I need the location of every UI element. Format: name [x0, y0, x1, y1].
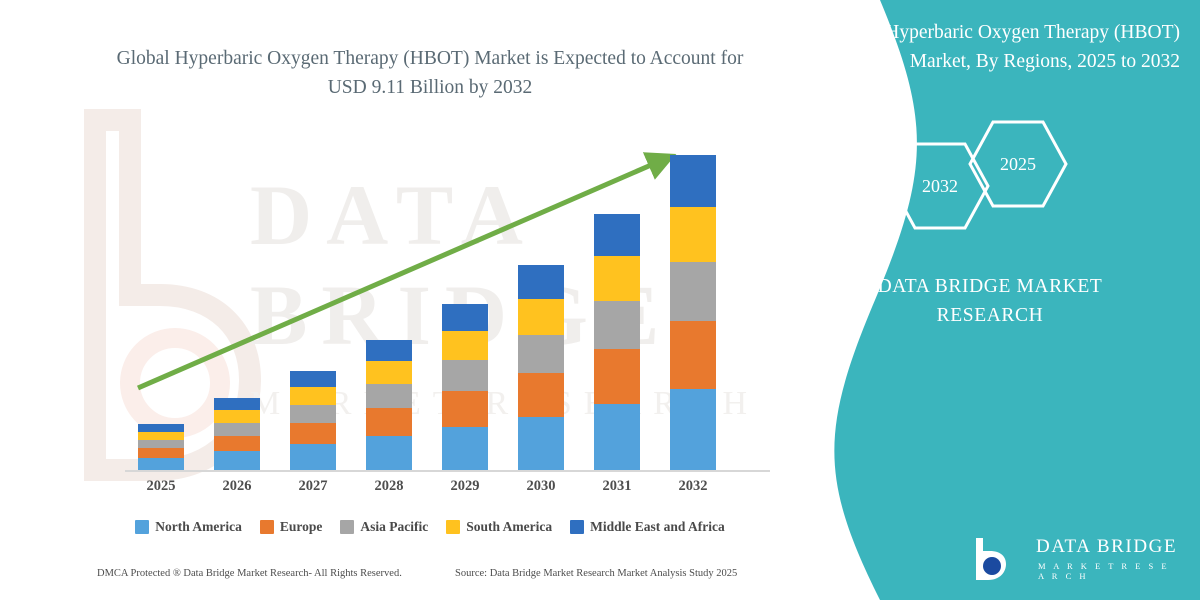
bar-group[interactable]	[366, 340, 412, 470]
bar-segment[interactable]	[670, 155, 716, 207]
bar-segment[interactable]	[138, 448, 184, 458]
right-panel-shape	[834, 0, 1200, 600]
data-bridge-logo: DATA BRIDGE M A R K E T R E S E A R C H	[958, 534, 1182, 586]
legend-item[interactable]: South America	[446, 519, 552, 535]
legend-swatch	[340, 520, 355, 534]
bar-segment[interactable]	[214, 410, 260, 423]
legend-label: North America	[155, 519, 242, 534]
right-panel-brand: DATA BRIDGE MARKET RESEARCH	[780, 272, 1200, 330]
right-panel: Global Hyperbaric Oxygen Therapy (HBOT) …	[780, 0, 1200, 600]
bar-segment[interactable]	[518, 299, 564, 335]
legend-label: Asia Pacific	[360, 519, 429, 534]
x-axis-tick-label: 2027	[298, 478, 328, 494]
bar-segment[interactable]	[670, 389, 716, 470]
x-axis-labels: 2025 2026 2027 2028 2029 2030 2031 2032	[80, 478, 780, 500]
bar-segment[interactable]	[670, 207, 716, 262]
legend-swatch	[446, 520, 461, 534]
bar-segment[interactable]	[518, 373, 564, 417]
x-axis-line	[125, 470, 770, 472]
legend-label: South America	[466, 519, 553, 534]
logo-tagline: M A R K E T R E S E A R C H	[1038, 561, 1170, 581]
bar-group[interactable]	[518, 265, 564, 470]
x-axis-tick-label: 2029	[450, 478, 480, 494]
bar-segment[interactable]	[138, 424, 184, 432]
bar-group[interactable]	[214, 398, 260, 470]
bar-segment[interactable]	[594, 256, 640, 301]
hexagon-group: 2032 2025	[880, 120, 1180, 230]
bar-segment[interactable]	[138, 432, 184, 440]
legend-label: Europe	[279, 519, 323, 534]
right-panel-title: Global Hyperbaric Oxygen Therapy (HBOT) …	[827, 22, 1180, 72]
bar-segment[interactable]	[518, 335, 564, 373]
x-axis-tick-label: 2030	[526, 478, 556, 494]
legend-item[interactable]: Middle East and Africa	[570, 519, 725, 535]
legend-item[interactable]: Europe	[259, 519, 323, 535]
x-axis-tick-label: 2028	[374, 478, 404, 494]
bar-segment[interactable]	[366, 408, 412, 436]
bar-segment[interactable]	[594, 301, 640, 349]
bar-segment[interactable]	[138, 458, 184, 470]
bar-segment[interactable]	[138, 440, 184, 448]
x-axis-tick-label: 2025	[146, 478, 176, 494]
bar-segment[interactable]	[442, 304, 488, 331]
hexagon-2032-label: 2032	[922, 175, 958, 196]
bar-group[interactable]	[442, 304, 488, 470]
x-axis-tick-label: 2026	[222, 478, 252, 494]
bar-segment[interactable]	[366, 436, 412, 470]
logo-name: DATA BRIDGE	[1036, 536, 1178, 557]
bar-series-container	[80, 130, 780, 470]
legend-item[interactable]: Asia Pacific	[340, 519, 428, 535]
bar-group[interactable]	[138, 424, 184, 470]
bar-segment[interactable]	[442, 427, 488, 470]
trend-arrow-icon	[137, 152, 677, 391]
footer-source: Source: Data Bridge Market Research Mark…	[455, 568, 738, 579]
brand-line-1: DATA BRIDGE MARKET	[877, 276, 1103, 297]
bar-segment[interactable]	[366, 340, 412, 361]
bar-segment[interactable]	[214, 436, 260, 451]
bar-segment[interactable]	[442, 391, 488, 427]
bar-segment[interactable]	[442, 331, 488, 360]
bar-segment[interactable]	[214, 423, 260, 436]
hexagon-2032: 2032	[890, 142, 990, 230]
x-axis-tick-label: 2032	[678, 478, 708, 494]
bar-segment[interactable]	[442, 360, 488, 391]
bar-group[interactable]	[290, 371, 336, 470]
page-title: Global Hyperbaric Oxygen Therapy (HBOT) …	[116, 48, 744, 98]
bar-segment[interactable]	[366, 361, 412, 384]
bar-segment[interactable]	[594, 214, 640, 256]
x-axis-tick-label: 2031	[602, 478, 632, 494]
legend-swatch	[259, 520, 274, 534]
footer-copyright: DMCA Protected ® Data Bridge Market Rese…	[97, 568, 402, 579]
bar-group[interactable]	[594, 214, 640, 470]
chart-plot-area	[80, 130, 780, 472]
bar-segment[interactable]	[670, 321, 716, 389]
bar-group[interactable]	[670, 155, 716, 470]
bar-segment[interactable]	[594, 349, 640, 404]
bar-segment[interactable]	[290, 405, 336, 423]
hexagon-2025-label: 2025	[1000, 153, 1036, 174]
bar-segment[interactable]	[366, 384, 412, 408]
bar-segment[interactable]	[518, 417, 564, 470]
bar-segment[interactable]	[594, 404, 640, 470]
hexagon-2025: 2025	[968, 120, 1068, 208]
legend-item[interactable]: North America	[135, 519, 242, 535]
legend-label: Middle East and Africa	[590, 519, 725, 534]
legend-swatch	[135, 520, 150, 534]
bar-segment[interactable]	[518, 265, 564, 299]
bar-segment[interactable]	[290, 387, 336, 405]
data-bridge-b-icon	[976, 538, 1006, 580]
bar-segment[interactable]	[290, 371, 336, 387]
legend-swatch	[570, 520, 585, 534]
bar-segment[interactable]	[214, 398, 260, 410]
bar-segment[interactable]	[290, 423, 336, 444]
bar-segment[interactable]	[214, 451, 260, 470]
bar-segment[interactable]	[290, 444, 336, 470]
brand-line-2: RESEARCH	[936, 305, 1044, 326]
chart-legend: North America Europe Asia Pacific South Ame…	[80, 516, 780, 538]
bar-segment[interactable]	[670, 262, 716, 321]
